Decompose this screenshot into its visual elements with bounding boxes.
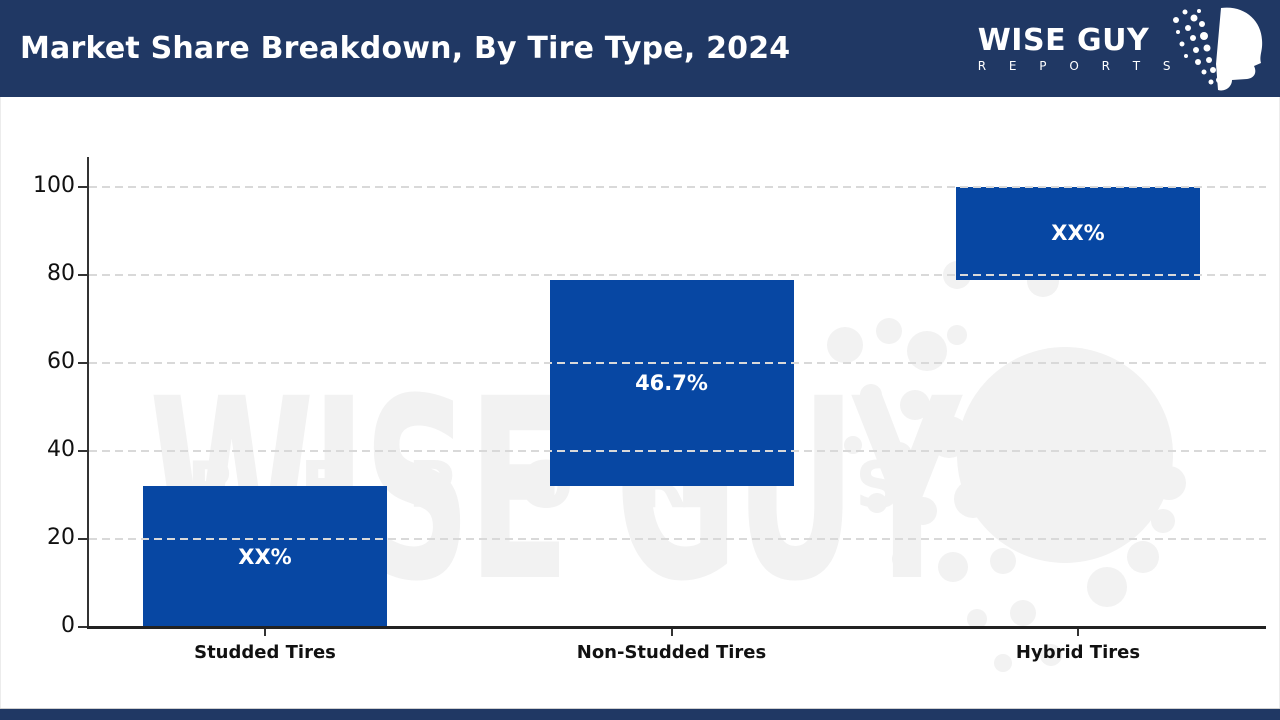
footer-bar bbox=[0, 708, 1280, 720]
gridline bbox=[89, 273, 1266, 276]
gridline bbox=[89, 449, 1266, 452]
wiseguy-face-icon bbox=[1173, 7, 1263, 90]
y-tick bbox=[78, 185, 89, 188]
y-axis bbox=[87, 157, 89, 629]
gridline bbox=[89, 361, 1266, 364]
x-tick bbox=[670, 628, 673, 636]
gridline bbox=[89, 537, 1266, 540]
bar bbox=[956, 186, 1200, 281]
y-tick-label: 40 bbox=[47, 436, 75, 462]
y-tick-label: 0 bbox=[61, 613, 75, 638]
wordmark-subtext: R E P O R T S bbox=[977, 58, 1180, 73]
bar-value-label: XX% bbox=[238, 544, 292, 569]
y-tick-label: 60 bbox=[47, 348, 75, 374]
y-tick-label: 100 bbox=[33, 172, 75, 198]
y-tick bbox=[78, 626, 89, 628]
x-tick bbox=[264, 628, 266, 636]
x-category-label: Studded Tires bbox=[194, 642, 336, 663]
wordmark-text: WISE GUY bbox=[977, 22, 1150, 58]
header-bar: Market Share Breakdown, By Tire Type, 20… bbox=[0, 0, 1280, 97]
wiseguy-wordmark: WISE GUY R E P O R T S bbox=[977, 22, 1180, 73]
bar-value-label: XX% bbox=[1051, 221, 1105, 246]
y-tick bbox=[78, 361, 89, 364]
y-tick bbox=[78, 273, 89, 276]
x-category-label: Non-Studded Tires bbox=[576, 642, 767, 663]
y-tick-label: 80 bbox=[47, 260, 75, 286]
y-tick bbox=[78, 449, 89, 452]
x-tick bbox=[1077, 628, 1079, 636]
wiseguy-logo: WISE GUY R E P O R T S bbox=[978, 4, 1266, 94]
x-category-label: Hybrid Tires bbox=[1015, 642, 1141, 663]
y-tick-label: 20 bbox=[47, 524, 75, 550]
plot-container: XX% Studded Tires 46.7% Non-Studded Tires XX… bbox=[1, 97, 1279, 709]
page-title: Market Share Breakdown, By Tire Type, 20… bbox=[20, 31, 791, 66]
gridline bbox=[89, 185, 1266, 188]
x-axis bbox=[87, 626, 1266, 629]
bar bbox=[143, 486, 387, 627]
watermark-face-icon bbox=[827, 245, 1186, 672]
y-tick bbox=[78, 537, 89, 540]
bar-value-label: 46.7% bbox=[635, 371, 708, 396]
